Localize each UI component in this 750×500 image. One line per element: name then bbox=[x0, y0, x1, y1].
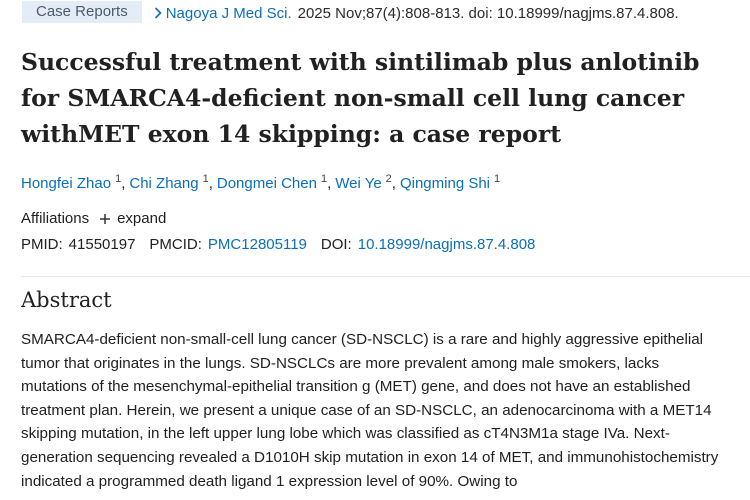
chevron-icon bbox=[154, 7, 162, 19]
identifier-label: PMID: bbox=[21, 236, 63, 253]
identifiers: PMID: 41550197 PMCID: PMC12805119 DOI: 10.189… bbox=[21, 236, 549, 253]
author-list: Hongfei Zhao1Chi Zhang1Dongmei Chen1Wei … bbox=[21, 173, 504, 192]
expand-label: expand bbox=[117, 210, 167, 227]
author-link[interactable]: Chi Zhang bbox=[129, 175, 199, 192]
journal-link[interactable]: Nagoya J Med Sci. bbox=[165, 4, 292, 22]
identifier-label: PMCID: bbox=[149, 236, 202, 253]
identifier-value: 41550197 bbox=[68, 236, 136, 253]
affiliation-number[interactable]: 1 bbox=[320, 173, 328, 185]
identifier-value[interactable]: 10.18999/nagjms.87.4.808 bbox=[357, 236, 536, 253]
author: Chi Zhang 1 bbox=[129, 173, 213, 192]
citation-bar: Case Reports Nagoya J Med Sci. 2025 Nov;… bbox=[22, 0, 679, 26]
author: Hongfei Zhao 1 bbox=[21, 173, 125, 192]
abstract-text: SMARCA4-deficient non-small-cell lung ca… bbox=[21, 331, 719, 490]
identifier: DOI: 10.18999/nagjms.87.4.808 bbox=[321, 236, 536, 253]
identifier-value[interactable]: PMC12805119 bbox=[207, 236, 307, 253]
affiliation-number[interactable]: 2 bbox=[385, 173, 392, 185]
author-link[interactable]: Qingming Shi bbox=[399, 175, 491, 192]
expand-button[interactable]: expand bbox=[99, 210, 166, 227]
affiliation-number[interactable]: 1 bbox=[494, 173, 501, 185]
article-title: Successful treatment with sintilimab plu… bbox=[21, 48, 700, 148]
divider bbox=[21, 276, 750, 277]
identifier: PMID: 41550197 bbox=[21, 236, 135, 253]
author: Wei Ye 2 bbox=[335, 173, 396, 192]
identifier-label: DOI: bbox=[320, 236, 352, 253]
identifier: PMCID: PMC12805119 bbox=[149, 236, 306, 253]
affiliation-number[interactable]: 1 bbox=[115, 173, 122, 185]
abstract-heading: Abstract bbox=[21, 288, 112, 312]
affiliation-number[interactable]: 1 bbox=[202, 173, 209, 185]
affiliations: Affiliations expand bbox=[21, 210, 166, 227]
author: Dongmei Chen 1 bbox=[216, 173, 331, 192]
author-link[interactable]: Wei Ye bbox=[335, 175, 382, 192]
affiliations-label: Affiliations bbox=[21, 210, 90, 227]
author-link[interactable]: Hongfei Zhao bbox=[21, 175, 112, 192]
plus-icon bbox=[100, 213, 111, 224]
citation: 2025 Nov;87(4):808-813. doi: 10.18999/na… bbox=[297, 4, 679, 22]
publication-type: Case Reports bbox=[22, 1, 142, 23]
author-link[interactable]: Dongmei Chen bbox=[216, 175, 317, 192]
author: Qingming Shi 1 bbox=[399, 173, 501, 192]
